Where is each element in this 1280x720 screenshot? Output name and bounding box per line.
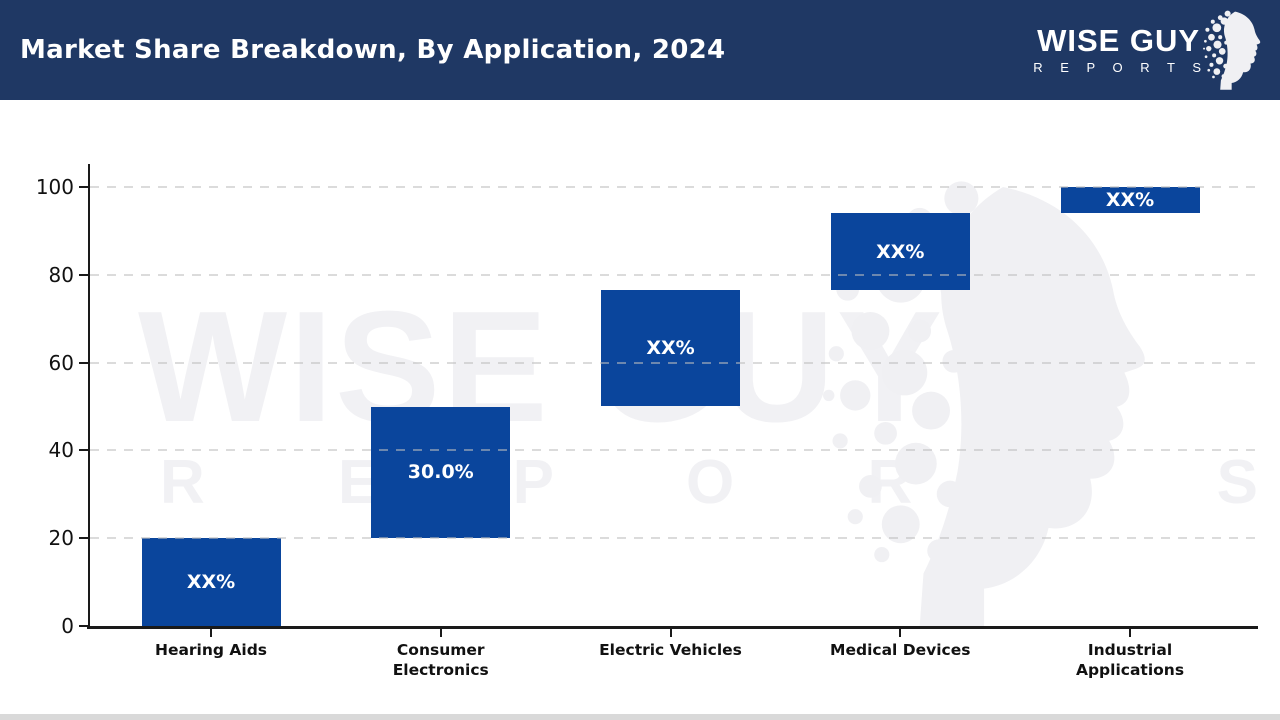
bar-segment: [601, 290, 740, 407]
x-category-label: Hearing Aids: [154, 641, 268, 659]
gridline: [90, 449, 1256, 452]
y-tick-label: 100: [35, 175, 74, 199]
gridline: [90, 361, 1256, 364]
bar-value-label: XX%: [186, 571, 236, 594]
x-category-label: Medical Devices: [830, 641, 971, 659]
y-tick-mark: [79, 273, 88, 276]
y-tick-mark: [79, 537, 88, 540]
x-tick-mark: [1129, 629, 1131, 637]
logo-text: WISE GUY R E P O R T S: [1029, 25, 1208, 75]
gridline: [90, 186, 1256, 188]
bar-value-label: XX%: [646, 337, 695, 360]
x-tick-mark: [899, 629, 902, 637]
logo-subtext: R E P O R T S: [1033, 60, 1208, 75]
logo-wordmark: WISE GUY: [1037, 23, 1201, 58]
bar-segment: [371, 406, 511, 539]
x-tick-mark: [210, 629, 212, 637]
wiseguy-head-icon: [1203, 10, 1261, 90]
header-bar: Market Share Breakdown, By Application, …: [0, 0, 1280, 100]
y-axis-line: [88, 164, 90, 629]
bar-segment: [1060, 187, 1200, 214]
bottom-strip: [0, 714, 1280, 720]
bar-value-label: XX%: [1105, 189, 1155, 212]
x-axis-line: [87, 626, 1258, 629]
x-category-label: Consumer Electronics: [392, 641, 489, 680]
y-tick-label: 20: [48, 526, 74, 551]
bar-value-label: 30.0%: [407, 461, 474, 484]
x-category-label: Electric Vehicles: [599, 641, 742, 659]
y-tick-label: 40: [48, 438, 74, 463]
y-tick-mark: [79, 625, 88, 627]
x-tick-mark: [439, 629, 442, 637]
bar-segment: [830, 213, 970, 291]
page-title: Market Share Breakdown, By Application, …: [20, 35, 726, 65]
wiseguy-logo: WISE GUY R E P O R T S: [1029, 8, 1280, 92]
y-tick-label: 0: [61, 614, 74, 638]
y-tick-label: 80: [48, 262, 74, 287]
gridline: [90, 537, 1256, 540]
y-tick-label: 60: [48, 350, 74, 375]
x-category-label: Industrial Applications: [1075, 641, 1185, 680]
bar-value-label: XX%: [876, 240, 925, 263]
y-tick-mark: [79, 449, 88, 452]
x-tick-mark: [669, 629, 672, 637]
y-tick-mark: [79, 186, 88, 188]
y-tick-mark: [79, 361, 88, 364]
bar-segment: [141, 538, 281, 626]
watermark-wordmark: WISE GUY: [138, 279, 945, 455]
gridline: [90, 273, 1256, 276]
